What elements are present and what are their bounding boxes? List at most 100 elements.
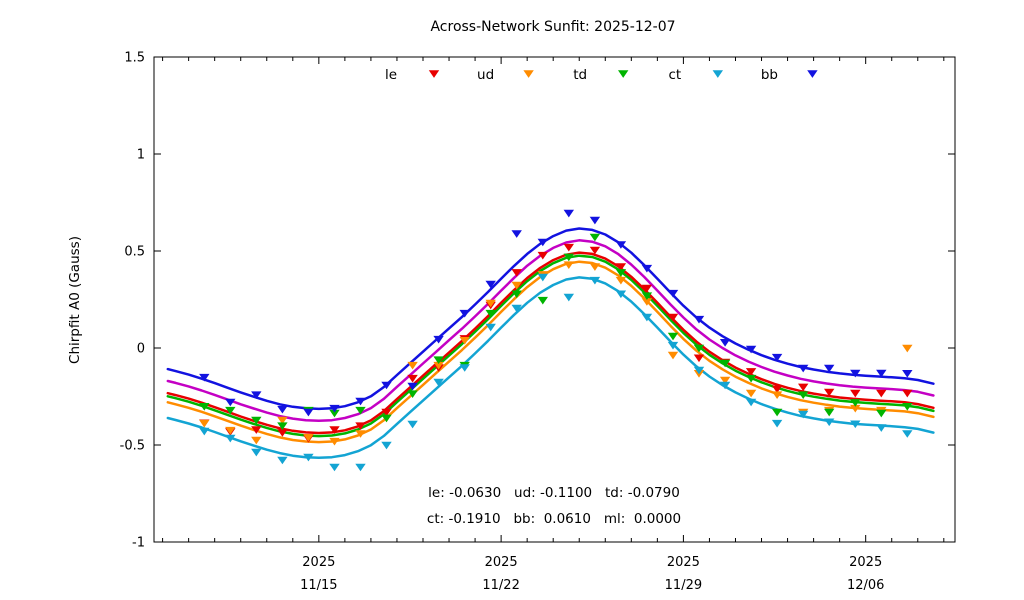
le-data-point	[537, 251, 548, 260]
le-data-point	[693, 354, 705, 363]
ct-data-point	[329, 463, 340, 472]
bb-data-point	[850, 369, 861, 378]
td-data-point	[537, 296, 548, 305]
ct-data-point	[511, 304, 522, 313]
le-data-point	[745, 368, 757, 376]
bb-data-point	[693, 315, 705, 324]
bb-data-point	[251, 391, 262, 399]
y-axis-title: Chirpfit A0 (Gauss)	[67, 236, 83, 364]
le-data-point	[277, 429, 288, 437]
ud-data-point	[303, 434, 314, 442]
td-data-point	[563, 253, 574, 262]
x-tick-label-date: 11/22	[482, 578, 519, 593]
ct-data-point	[407, 420, 418, 429]
bb-data-point	[771, 353, 783, 362]
td-data-point	[251, 416, 262, 425]
ct-data-point	[824, 418, 835, 427]
td-data-point	[615, 269, 627, 277]
le-data-point	[824, 388, 835, 397]
legend-marker-bb	[807, 70, 818, 78]
legend-label-ct: ct	[668, 67, 681, 83]
ud-data-point	[329, 437, 340, 446]
ud-data-point	[511, 281, 522, 290]
bb-data-point	[798, 364, 809, 373]
bb-data-point	[225, 398, 236, 407]
plot-border	[153, 56, 956, 543]
bb-data-point	[641, 264, 653, 273]
ud-data-point	[589, 263, 601, 271]
ud-data-point	[745, 389, 757, 398]
td-data-point	[329, 409, 340, 418]
bb-data-point	[381, 381, 392, 390]
le-data-point	[563, 243, 574, 252]
td-data-point	[433, 356, 444, 364]
ud-data-point	[225, 426, 236, 435]
legend-label-ud: ud	[477, 67, 494, 83]
bb-data-point	[563, 209, 574, 218]
bb-data-point	[277, 405, 288, 414]
ct-data-point	[563, 293, 574, 302]
td-data-point	[798, 391, 809, 399]
x-tick-label-year: 2025	[849, 555, 882, 570]
bb-data-point	[589, 216, 601, 225]
ct-data-point	[876, 424, 887, 432]
le-data-point	[850, 389, 861, 398]
legend-marker-le	[428, 70, 440, 78]
bb-data-point	[407, 382, 418, 391]
td-data-point	[589, 233, 601, 242]
le-data-point	[667, 313, 679, 322]
ud-fit-curve	[166, 260, 935, 444]
td-data-point	[876, 409, 887, 418]
ct-data-point	[641, 313, 653, 322]
ct-data-point	[251, 448, 262, 457]
ct-data-point	[745, 398, 757, 407]
ct-data-point	[771, 419, 783, 428]
bb-data-point	[719, 339, 731, 347]
le-data-point	[251, 426, 262, 434]
ud-data-point	[459, 337, 470, 345]
ct-data-point	[199, 427, 210, 436]
ud-data-point	[667, 351, 679, 360]
ct-data-point	[902, 430, 913, 438]
bb-data-point	[824, 364, 835, 373]
legend-label-bb: bb	[761, 67, 778, 83]
legend-marker-ud	[523, 70, 534, 78]
td-data-point	[719, 359, 731, 368]
ud-data-point	[771, 391, 783, 399]
ct-data-point	[485, 323, 496, 332]
td-data-point	[199, 403, 210, 411]
td-data-point	[511, 290, 522, 299]
y-tick-label: -1	[132, 536, 145, 551]
le-data-point	[798, 383, 809, 392]
ud-data-point	[485, 299, 496, 308]
y-tick-label: 0	[137, 342, 145, 357]
bb-data-point	[511, 230, 522, 238]
td-data-point	[745, 374, 757, 383]
ud-data-point	[719, 376, 731, 385]
bb-data-point	[199, 373, 210, 382]
le-data-point	[355, 422, 366, 430]
ct-data-point	[615, 290, 627, 299]
fit-offsets-annotation-line-2: ct: -0.1910 bb: 0.0610 ml: 0.0000	[427, 511, 681, 527]
le-data-point	[902, 389, 913, 398]
td-data-point	[225, 406, 236, 415]
ud-data-point	[615, 276, 627, 285]
ct-data-point	[589, 276, 601, 285]
ud-data-point	[563, 261, 574, 269]
fit-offsets-annotation-line-1: le: -0.0630 ud: -0.1100 td: -0.0790	[428, 485, 680, 501]
bb-data-point	[329, 404, 340, 413]
bb-data-point	[355, 397, 366, 406]
td-data-point	[850, 399, 861, 407]
ct-data-point	[355, 463, 366, 472]
bb-data-point	[537, 238, 548, 247]
y-tick-label: 0.5	[124, 245, 145, 260]
legend-marker-td	[618, 70, 629, 78]
td-data-point	[355, 406, 366, 415]
td-data-point	[277, 422, 288, 430]
td-data-point	[667, 332, 679, 341]
ct-data-point	[850, 420, 861, 429]
legend-label-td: td	[573, 67, 587, 83]
ct-data-point	[537, 273, 548, 282]
